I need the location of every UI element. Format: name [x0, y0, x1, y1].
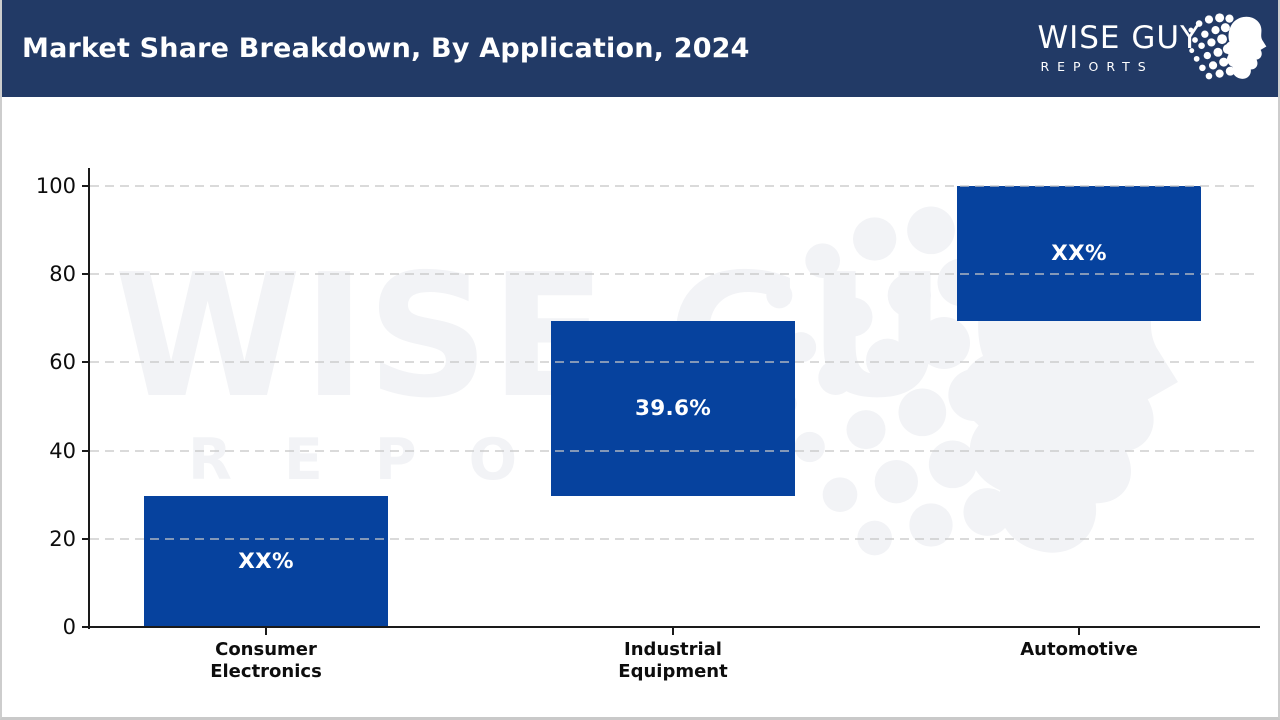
bar-segment-2: XX% — [957, 186, 1201, 322]
bar-value-label-2: XX% — [1051, 241, 1107, 267]
y-axis-tick-20 — [82, 537, 89, 540]
x-axis-tick-1 — [672, 628, 674, 635]
y-tick-label-0: 0 — [62, 615, 76, 639]
x-axis-line — [88, 626, 1260, 628]
gridline-80 — [90, 273, 1258, 276]
gridline-60 — [90, 361, 1258, 364]
x-axis-tick-0 — [265, 628, 267, 635]
gridline-100 — [90, 185, 1258, 187]
x-category-label-line: Electronics — [210, 660, 322, 682]
x-category-label-line: Industrial — [624, 639, 722, 660]
gridline-20 — [90, 537, 1258, 540]
y-axis-tick-40 — [82, 449, 89, 452]
x-category-label-1: Industrial Equipment — [543, 639, 803, 682]
bar-value-label-1: 39.6% — [634, 396, 712, 422]
x-category-label-line: Automotive — [1020, 639, 1138, 660]
gridline-40 — [90, 449, 1258, 452]
x-category-label-line: Equipment — [618, 660, 728, 682]
header: Market Share Breakdown, By Application, … — [2, 0, 1278, 97]
y-axis-tick-100 — [82, 185, 89, 187]
bar-segment-1: 39.6% — [551, 321, 795, 496]
y-axis-tick-60 — [82, 361, 89, 364]
x-category-label-line: Consumer — [215, 639, 317, 660]
x-axis-tick-2 — [1078, 628, 1080, 635]
y-tick-label-60: 60 — [49, 350, 76, 375]
logo-text: WISE GUY REPORTS — [1037, 20, 1200, 75]
y-axis-line — [88, 168, 90, 629]
y-axis-tick-80 — [82, 273, 89, 276]
y-tick-label-40: 40 — [49, 438, 76, 463]
y-tick-label-100: 100 — [35, 174, 76, 198]
bar-value-label-0: XX% — [238, 549, 294, 574]
x-category-label-2: Automotive — [949, 639, 1209, 661]
page-title: Market Share Breakdown, By Application, … — [22, 33, 750, 64]
y-tick-label-80: 80 — [49, 262, 76, 287]
bar-segment-0: XX% — [144, 496, 388, 627]
logo-wordmark: WISE GUY — [1037, 20, 1200, 56]
logo-subtitle: REPORTS — [1040, 59, 1154, 74]
logo: WISE GUY REPORTS — [1037, 8, 1268, 90]
y-axis-tick-0 — [82, 626, 89, 628]
y-tick-label-20: 20 — [49, 526, 76, 551]
x-category-label-0: Consumer Electronics — [136, 639, 396, 682]
